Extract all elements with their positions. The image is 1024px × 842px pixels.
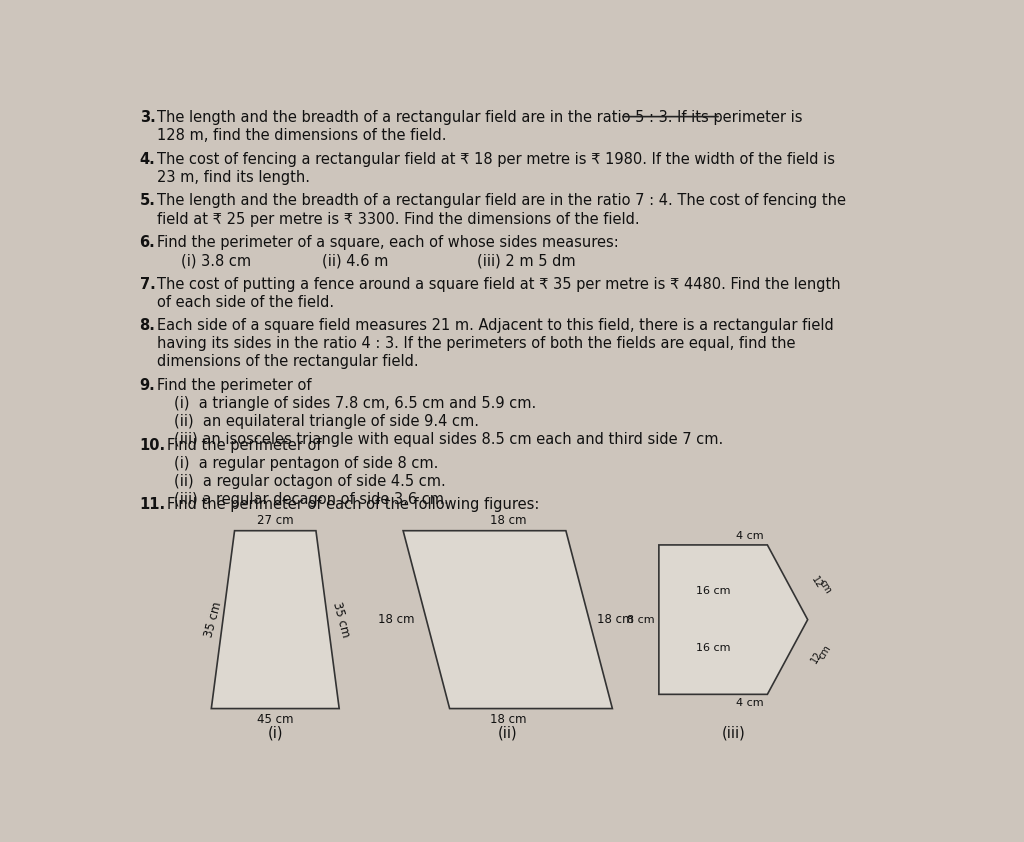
Text: 18 cm: 18 cm bbox=[378, 613, 415, 626]
Text: (ii): (ii) bbox=[498, 726, 517, 740]
Polygon shape bbox=[403, 530, 612, 709]
Text: having its sides in the ratio 4 : 3. If the perimeters of both the fields are eq: having its sides in the ratio 4 : 3. If … bbox=[158, 336, 796, 351]
Text: 3.: 3. bbox=[139, 110, 156, 125]
Text: (ii) 4.6 m: (ii) 4.6 m bbox=[322, 253, 388, 268]
Text: 4 cm: 4 cm bbox=[736, 531, 764, 541]
Text: Each side of a square field measures 21 m. Adjacent to this field, there is a re: Each side of a square field measures 21 … bbox=[158, 318, 835, 333]
Text: cm: cm bbox=[817, 578, 834, 596]
Text: 4 cm: 4 cm bbox=[736, 698, 764, 708]
Text: Find the perimeter of: Find the perimeter of bbox=[158, 378, 312, 393]
Polygon shape bbox=[211, 530, 339, 709]
Polygon shape bbox=[658, 545, 808, 695]
Text: The length and the breadth of a rectangular field are in the ratio 5 : 3. If its: The length and the breadth of a rectangu… bbox=[158, 110, 803, 125]
Text: Find the perimeter of: Find the perimeter of bbox=[167, 438, 322, 452]
Text: dimensions of the rectangular field.: dimensions of the rectangular field. bbox=[158, 354, 419, 370]
Text: (ii)  an equilateral triangle of side 9.4 cm.: (ii) an equilateral triangle of side 9.4… bbox=[174, 414, 479, 429]
Text: 128 m, find the dimensions of the field.: 128 m, find the dimensions of the field. bbox=[158, 128, 446, 143]
Text: The cost of fencing a rectangular field at ₹ 18 per metre is ₹ 1980. If the widt: The cost of fencing a rectangular field … bbox=[158, 152, 836, 167]
Text: 27 cm: 27 cm bbox=[257, 514, 294, 527]
Text: 7.: 7. bbox=[139, 277, 156, 291]
Text: 11.: 11. bbox=[139, 498, 166, 512]
Text: (i) 3.8 cm: (i) 3.8 cm bbox=[180, 253, 251, 268]
Text: (i): (i) bbox=[267, 726, 283, 740]
Text: 16 cm: 16 cm bbox=[696, 586, 730, 596]
Text: 5.: 5. bbox=[139, 194, 156, 209]
Text: The cost of putting a fence around a square field at ₹ 35 per metre is ₹ 4480. F: The cost of putting a fence around a squ… bbox=[158, 277, 841, 291]
Text: field at ₹ 25 per metre is ₹ 3300. Find the dimensions of the field.: field at ₹ 25 per metre is ₹ 3300. Find … bbox=[158, 211, 640, 226]
Text: (iii) an isosceles triangle with equal sides 8.5 cm each and third side 7 cm.: (iii) an isosceles triangle with equal s… bbox=[174, 432, 724, 447]
Text: (ii)  a regular octagon of side 4.5 cm.: (ii) a regular octagon of side 4.5 cm. bbox=[174, 474, 446, 488]
Text: 45 cm: 45 cm bbox=[257, 713, 294, 726]
Text: Find the perimeter of each of the following figures:: Find the perimeter of each of the follow… bbox=[167, 498, 539, 512]
Text: 4.: 4. bbox=[139, 152, 156, 167]
Text: 35 cm: 35 cm bbox=[331, 600, 352, 639]
Text: Find the perimeter of a square, each of whose sides measures:: Find the perimeter of a square, each of … bbox=[158, 235, 620, 250]
Text: 18 cm: 18 cm bbox=[489, 713, 526, 726]
Text: (i)  a regular pentagon of side 8 cm.: (i) a regular pentagon of side 8 cm. bbox=[174, 456, 439, 471]
Text: (iii): (iii) bbox=[721, 726, 745, 740]
Text: 8 cm: 8 cm bbox=[628, 615, 655, 625]
Text: 16 cm: 16 cm bbox=[696, 643, 730, 653]
Text: The length and the breadth of a rectangular field are in the ratio 7 : 4. The co: The length and the breadth of a rectangu… bbox=[158, 194, 847, 209]
Text: 8.: 8. bbox=[139, 318, 156, 333]
Text: (iii) a regular decagon of side 3.6 cm.: (iii) a regular decagon of side 3.6 cm. bbox=[174, 492, 450, 507]
Text: (iii) 2 m 5 dm: (iii) 2 m 5 dm bbox=[477, 253, 575, 268]
Text: 10.: 10. bbox=[139, 438, 166, 452]
Text: 18 cm: 18 cm bbox=[597, 613, 634, 626]
Text: 12: 12 bbox=[809, 574, 824, 590]
Text: 18 cm: 18 cm bbox=[489, 514, 526, 527]
Text: 9.: 9. bbox=[139, 378, 156, 393]
Text: cm: cm bbox=[817, 643, 834, 661]
Text: (i)  a triangle of sides 7.8 cm, 6.5 cm and 5.9 cm.: (i) a triangle of sides 7.8 cm, 6.5 cm a… bbox=[174, 396, 537, 411]
Text: 6.: 6. bbox=[139, 235, 156, 250]
Text: 23 m, find its length.: 23 m, find its length. bbox=[158, 170, 310, 185]
Text: 12: 12 bbox=[809, 649, 824, 665]
Text: 35 cm: 35 cm bbox=[203, 600, 224, 639]
Text: of each side of the field.: of each side of the field. bbox=[158, 295, 335, 310]
